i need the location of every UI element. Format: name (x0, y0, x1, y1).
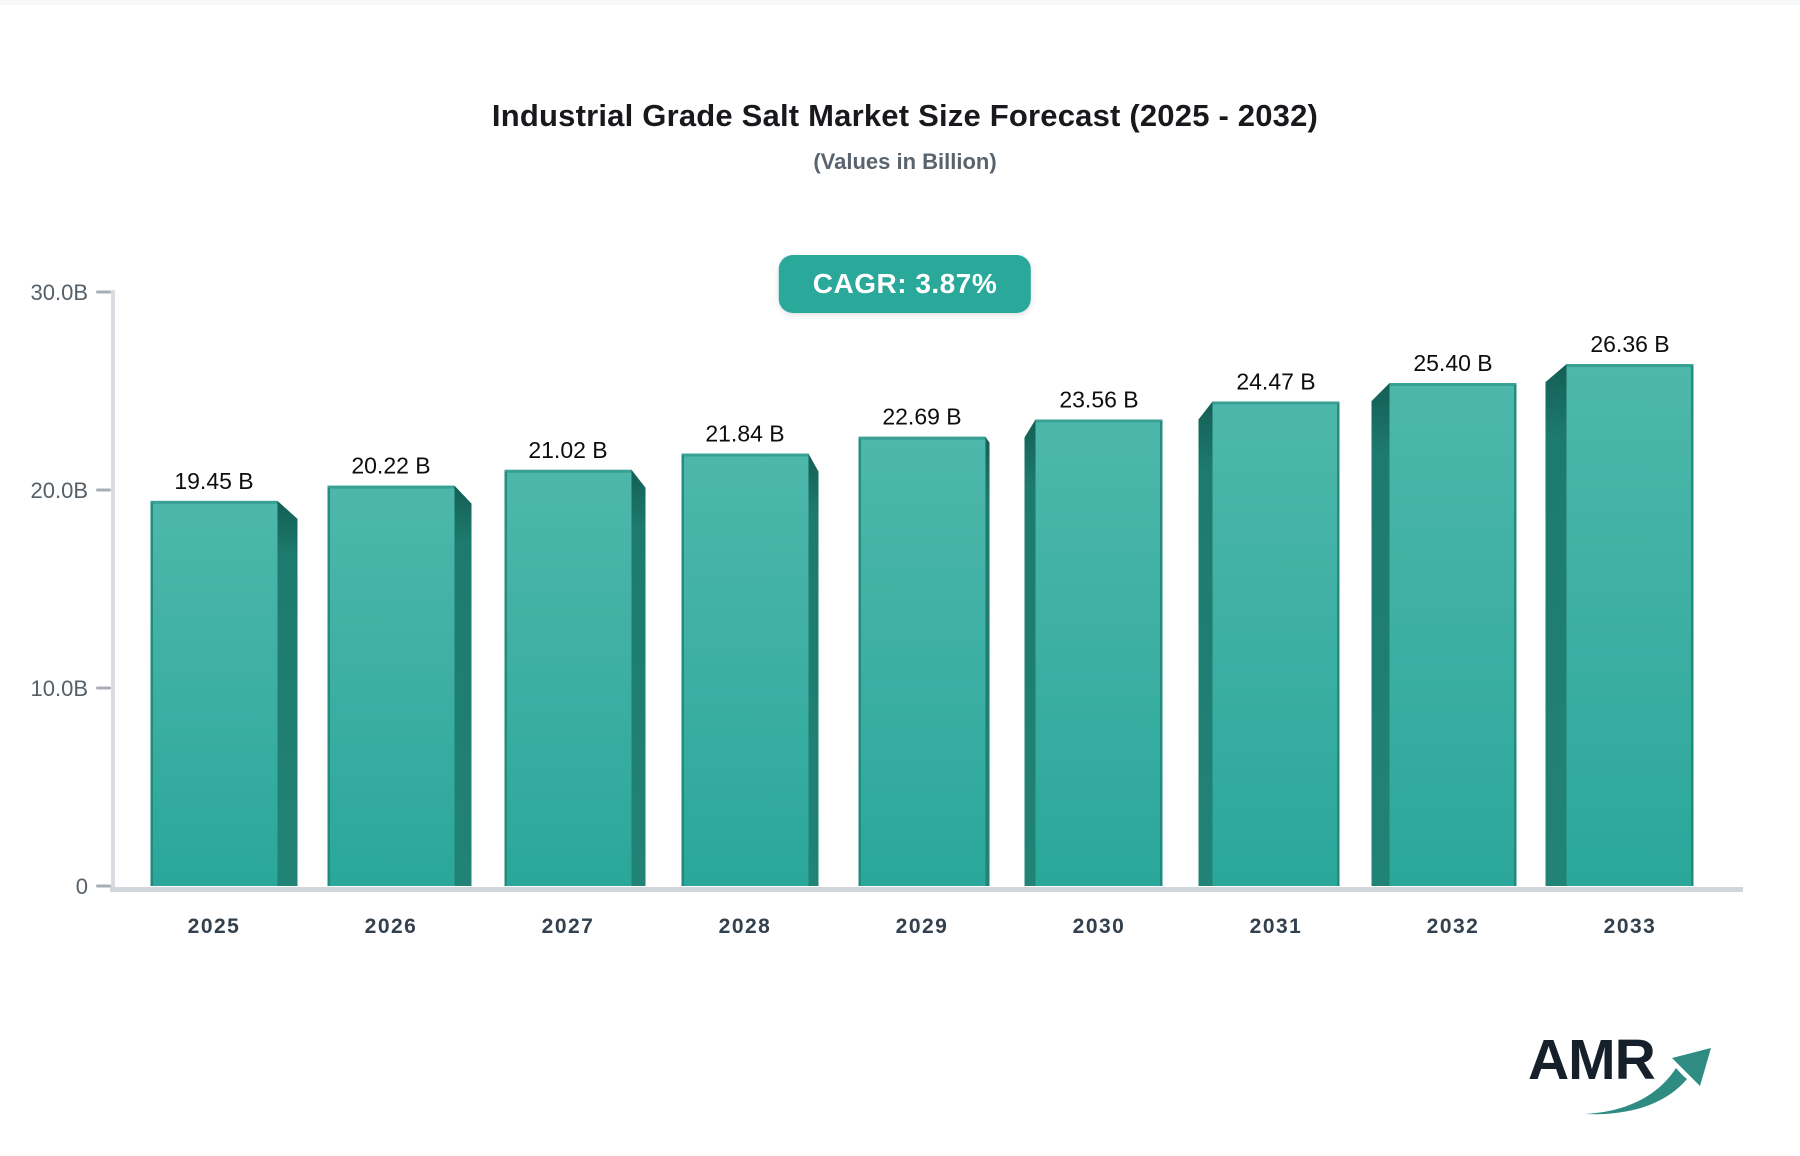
bar-side-face (631, 469, 646, 886)
bar-2026: 20.22 B 2026 (327, 453, 472, 938)
y-tick-label-0: 0 (76, 874, 88, 899)
bar-side-face (1198, 401, 1213, 886)
bar-2031: 24.47 B 2031 (1198, 368, 1340, 938)
bar-top-edge (1389, 383, 1517, 387)
bar-2033: 26.36 B 2033 (1545, 331, 1694, 938)
growth-arrow-icon (1584, 1048, 1711, 1115)
bar-top-edge (1212, 401, 1340, 405)
amr-logo-text: AMR (1528, 1028, 1656, 1092)
chart-subtitle: (Values in Billion) (813, 149, 997, 174)
bar-side-face (454, 485, 472, 886)
bar-2025: 19.45 B 2025 (150, 468, 298, 938)
bar-side-face (1371, 383, 1390, 886)
cagr-badge-label: CAGR: 3.87% (812, 268, 998, 299)
bar-front-face (1566, 364, 1694, 886)
y-tick-label-20.0B: 20.0B (31, 478, 89, 503)
chart-title: Industrial Grade Salt Market Size Foreca… (491, 98, 1319, 133)
bar-top-edge (327, 485, 455, 489)
cagr-badge: CAGR: 3.87% (778, 255, 1032, 313)
bar-front-face (1035, 419, 1163, 886)
y-tick-label-30.0B: 30.0B (31, 280, 89, 305)
bar-side-face (985, 436, 990, 886)
bar-thin-edge (1337, 403, 1340, 886)
x-axis-label-2027: 2027 (542, 915, 595, 938)
bar-side-face (277, 500, 298, 886)
bar-2027: 21.02 B 2027 (504, 437, 646, 938)
x-axis-label-2025: 2025 (188, 915, 241, 938)
x-axis-label-2028: 2028 (719, 915, 772, 938)
x-axis-label-2033: 2033 (1604, 915, 1657, 938)
bar-value-label: 23.56 B (1059, 387, 1138, 413)
y-tick-20.0B (96, 488, 111, 492)
bar-front-face (1212, 401, 1340, 886)
bar-top-edge (150, 500, 278, 504)
bar-value-label: 24.47 B (1236, 368, 1315, 394)
bar-front-face (327, 485, 455, 886)
y-tick-0 (96, 884, 111, 888)
bar-front-face (504, 469, 632, 886)
x-axis-label-2029: 2029 (896, 915, 949, 938)
bar-thin-edge (858, 438, 861, 886)
bar-top-edge (681, 453, 809, 457)
amr-logo: AMR (1500, 1026, 1720, 1126)
bar-thin-edge (681, 455, 684, 886)
x-axis-label-2026: 2026 (365, 915, 418, 938)
x-axis-label-2032: 2032 (1427, 915, 1480, 938)
bar-side-face (1545, 364, 1567, 886)
y-tick-10.0B (96, 686, 111, 690)
x-axis-label-2030: 2030 (1073, 915, 1126, 938)
bar-2032: 25.40 B 2032 (1371, 350, 1517, 938)
bar-value-label: 26.36 B (1590, 331, 1669, 357)
bar-thin-edge (327, 487, 330, 886)
x-axis-line (110, 887, 1743, 892)
x-axis-label-2031: 2031 (1250, 915, 1303, 938)
bar-thin-edge (504, 471, 507, 886)
bar-value-label: 21.02 B (528, 437, 607, 463)
top-divider (0, 0, 1800, 5)
y-tick-30.0B (96, 290, 111, 294)
bar-value-label: 22.69 B (882, 404, 961, 430)
bar-front-face (150, 500, 278, 886)
bar-2028: 21.84 B 2028 (681, 421, 819, 938)
bar-2029: 22.69 B 2029 (858, 404, 990, 938)
bar-top-edge (858, 436, 986, 440)
bar-value-label: 19.45 B (174, 468, 253, 494)
bar-value-label: 21.84 B (705, 421, 784, 447)
bar-side-face (808, 453, 819, 886)
y-axis-line (111, 290, 115, 889)
bar-thin-edge (1691, 366, 1694, 886)
bar-thin-edge (1160, 421, 1163, 886)
bar-top-edge (1035, 419, 1163, 423)
bar-front-face (1389, 383, 1517, 886)
bar-top-edge (1566, 364, 1694, 368)
bar-2030: 23.56 B 2030 (1024, 387, 1163, 938)
bar-thin-edge (150, 502, 153, 886)
bar-front-face (681, 453, 809, 886)
bar-side-face (1024, 419, 1036, 886)
bar-value-label: 25.40 B (1413, 350, 1492, 376)
bar-thin-edge (1514, 385, 1517, 886)
bar-front-face (858, 436, 986, 886)
bar-value-label: 20.22 B (351, 453, 430, 479)
y-tick-label-10.0B: 10.0B (31, 676, 89, 701)
bar-top-edge (504, 469, 632, 473)
